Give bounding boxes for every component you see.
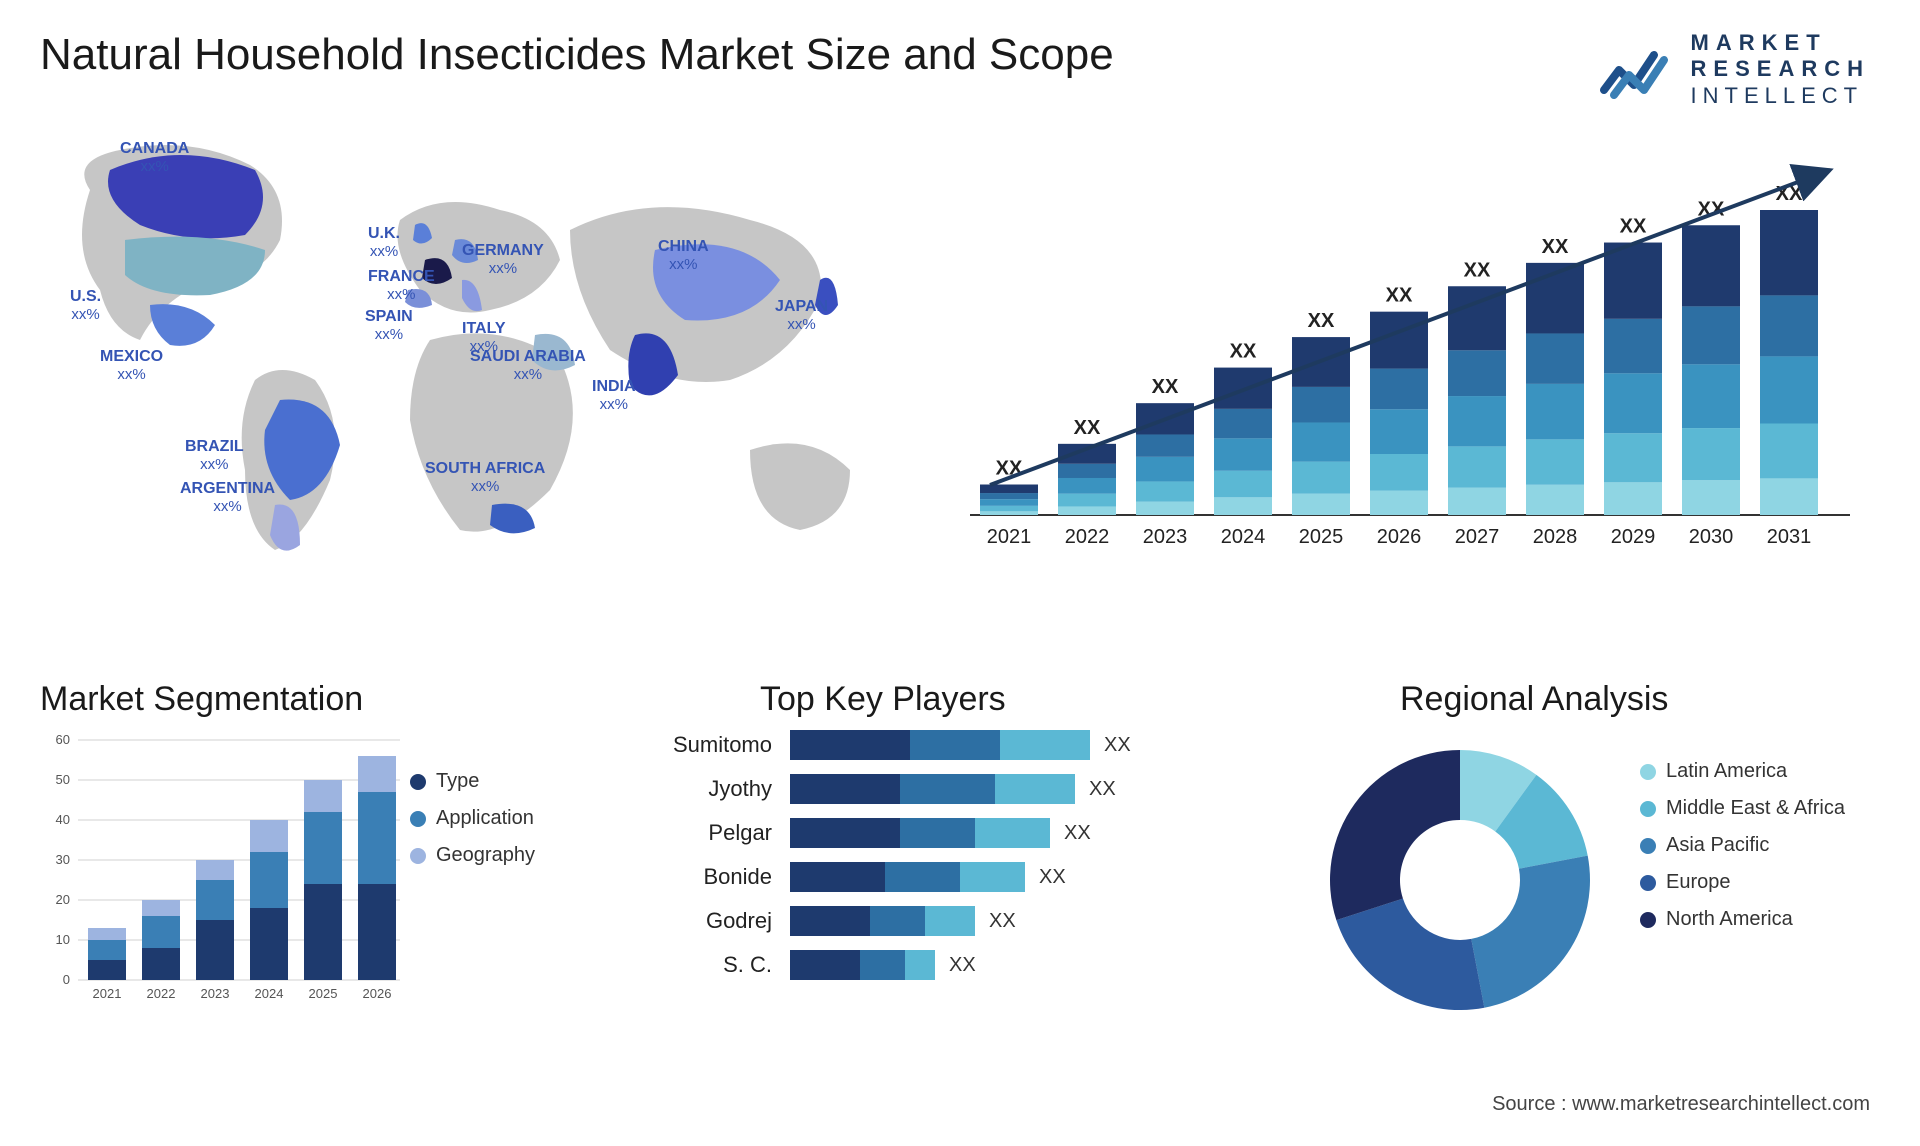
map-label-southafrica: SOUTH AFRICAxx% [425,460,545,495]
player-name: Pelgar [660,820,790,846]
player-row: Sumitomo XX [660,730,1260,760]
player-name: S. C. [660,952,790,978]
player-value: XX [989,910,1016,933]
svg-text:2024: 2024 [1221,526,1266,548]
growth-chart: XX 2021 XX 2022 XX 2023 XX 2024 XX 2025 XX 2026 XX 20… [970,150,1850,570]
segmentation-legend: Type Application Geography [410,770,535,881]
map-label-japan: JAPANxx% [775,298,828,333]
svg-text:2027: 2027 [1455,526,1500,548]
map-label-argentina: ARGENTINAxx% [180,480,275,515]
segmentation-legend-item: Geography [410,844,535,867]
svg-text:2023: 2023 [1143,526,1188,548]
segmentation-chart: 0 10 20 30 40 50 60 2021 2022 2023 2024 2025 2026 Ty… [40,730,580,1040]
player-value: XX [1104,734,1131,757]
svg-text:2026: 2026 [363,986,392,1001]
svg-text:XX: XX [1074,417,1101,439]
svg-text:XX: XX [1152,376,1179,398]
logo-text-2: RESEARCH [1691,56,1870,82]
player-row: S. C. XX [660,950,1260,980]
logo-mark-icon [1599,40,1679,100]
svg-text:30: 30 [56,852,70,867]
player-value: XX [949,954,976,977]
map-label-uk: U.K.xx% [368,225,400,260]
svg-text:2028: 2028 [1533,526,1578,548]
svg-text:XX: XX [1386,285,1413,307]
regional-legend-item: Latin America [1640,760,1845,783]
player-name: Sumitomo [660,732,790,758]
map-label-spain: SPAINxx% [365,308,413,343]
svg-text:XX: XX [1464,259,1491,281]
svg-text:2021: 2021 [987,526,1032,548]
svg-text:2030: 2030 [1689,526,1734,548]
map-label-germany: GERMANYxx% [462,242,544,277]
player-bar [790,730,1090,760]
map-label-france: FRANCExx% [368,268,435,303]
svg-text:2026: 2026 [1377,526,1422,548]
svg-text:2025: 2025 [1299,526,1344,548]
regional-legend-item: Middle East & Africa [1640,797,1845,820]
svg-text:10: 10 [56,932,70,947]
svg-text:20: 20 [56,892,70,907]
svg-text:XX: XX [1308,310,1335,332]
world-map: CANADAxx% U.S.xx% MEXICOxx% BRAZILxx% ARGENT… [30,130,910,570]
player-bar [790,818,1050,848]
logo-text-1: MARKET [1691,30,1870,56]
svg-text:XX: XX [1230,341,1257,363]
svg-text:XX: XX [1542,236,1569,258]
map-label-mexico: MEXICOxx% [100,348,163,383]
player-row: Bonide XX [660,862,1260,892]
map-label-saudiarabia: SAUDI ARABIAxx% [470,348,586,383]
page-title: Natural Household Insecticides Market Si… [40,30,1114,80]
svg-text:2022: 2022 [1065,526,1110,548]
players-chart: SumitomoXXJyothyXXPelgarXXBonideXXGodrej… [660,730,1260,1040]
regional-legend-item: Europe [1640,871,1845,894]
source-text: Source : www.marketresearchintellect.com [1492,1093,1870,1116]
regional-title: Regional Analysis [1400,680,1668,719]
segmentation-legend-item: Application [410,807,535,830]
svg-text:2022: 2022 [147,986,176,1001]
player-value: XX [1089,778,1116,801]
player-bar [790,862,1025,892]
players-title: Top Key Players [760,680,1006,719]
player-bar [790,950,935,980]
logo-text-3: INTELLECT [1691,83,1870,109]
regional-legend-item: Asia Pacific [1640,834,1845,857]
svg-text:2021: 2021 [93,986,122,1001]
segmentation-legend-item: Type [410,770,535,793]
svg-text:2024: 2024 [255,986,284,1001]
segmentation-title: Market Segmentation [40,680,363,719]
svg-text:60: 60 [56,732,70,747]
svg-text:2029: 2029 [1611,526,1656,548]
map-label-china: CHINAxx% [658,238,709,273]
player-bar [790,774,1075,804]
regional-chart: Latin America Middle East & Africa Asia Pa… [1310,730,1870,1040]
svg-text:50: 50 [56,772,70,787]
svg-text:2023: 2023 [201,986,230,1001]
svg-text:0: 0 [63,972,70,987]
player-name: Jyothy [660,776,790,802]
regional-legend: Latin America Middle East & Africa Asia Pa… [1640,760,1845,945]
player-bar [790,906,975,936]
regional-legend-item: North America [1640,908,1845,931]
map-label-india: INDIAxx% [592,378,636,413]
map-label-canada: CANADAxx% [120,140,189,175]
map-label-us: U.S.xx% [70,288,101,323]
player-row: Pelgar XX [660,818,1260,848]
player-name: Godrej [660,908,790,934]
player-value: XX [1039,866,1066,889]
brand-logo: MARKET RESEARCH INTELLECT [1599,30,1870,109]
player-value: XX [1064,822,1091,845]
svg-text:40: 40 [56,812,70,827]
player-row: Jyothy XX [660,774,1260,804]
svg-text:2031: 2031 [1767,526,1812,548]
svg-text:XX: XX [1620,216,1647,238]
map-label-brazil: BRAZILxx% [185,438,244,473]
svg-text:2025: 2025 [309,986,338,1001]
player-name: Bonide [660,864,790,890]
player-row: Godrej XX [660,906,1260,936]
